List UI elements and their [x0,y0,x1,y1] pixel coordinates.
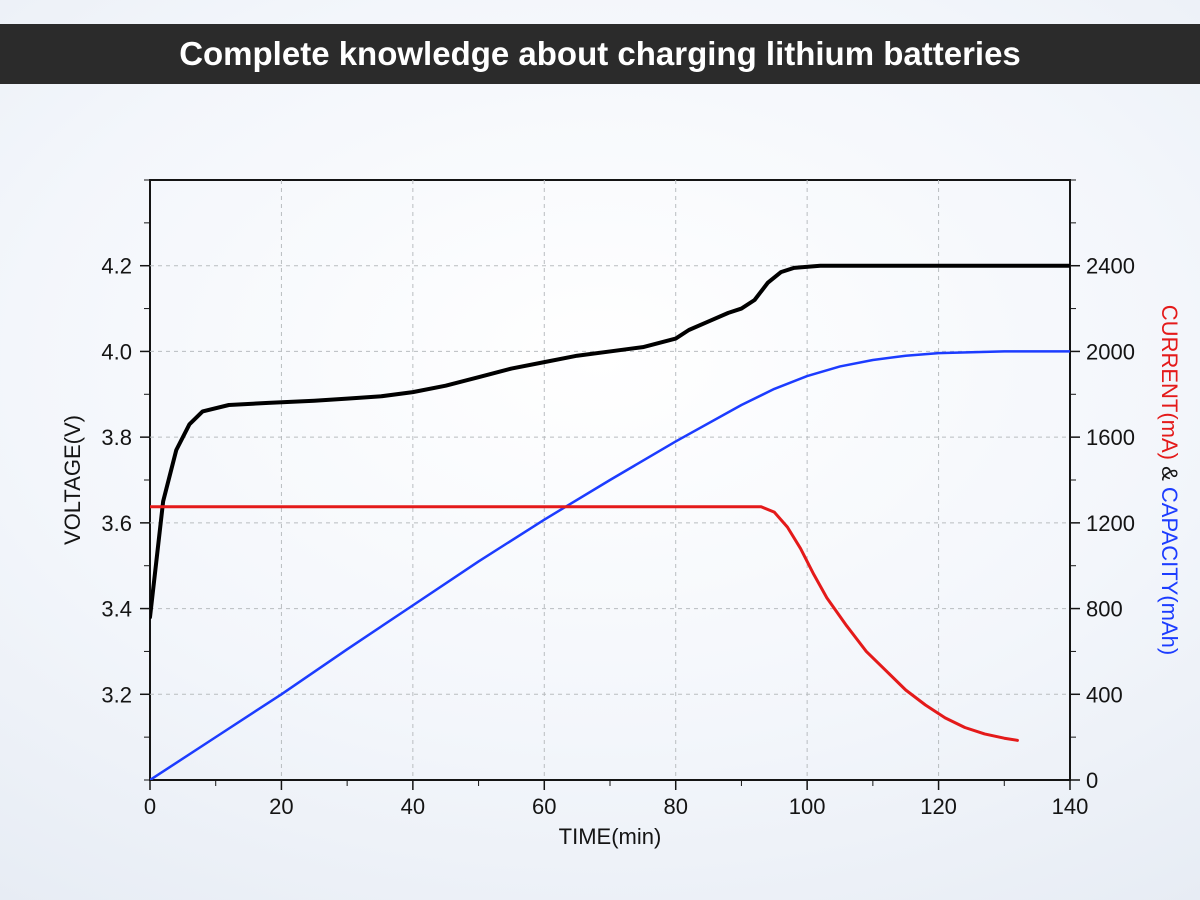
svg-text:4.2: 4.2 [101,254,132,279]
svg-text:60: 60 [532,794,556,819]
svg-text:3.6: 3.6 [101,511,132,536]
svg-text:3.4: 3.4 [101,597,132,622]
svg-text:120: 120 [920,794,957,819]
svg-text:TIME(min): TIME(min) [559,824,662,849]
svg-text:140: 140 [1052,794,1089,819]
svg-text:20: 20 [269,794,293,819]
svg-text:0: 0 [1086,768,1098,793]
svg-text:3.8: 3.8 [101,425,132,450]
svg-text:1200: 1200 [1086,511,1135,536]
svg-text:4.0: 4.0 [101,339,132,364]
svg-text:2000: 2000 [1086,339,1135,364]
chart: 0 20 40 60 80 100 120 140 3.2 3.4 3.6 3.8 4.0 4.2 0 400… [0,0,1200,900]
svg-text:100: 100 [789,794,826,819]
svg-text:3.2: 3.2 [101,682,132,707]
svg-text:40: 40 [401,794,425,819]
svg-text:80: 80 [663,794,687,819]
svg-text:400: 400 [1086,682,1123,707]
svg-text:1600: 1600 [1086,425,1135,450]
svg-text:VOLTAGE(V): VOLTAGE(V) [60,415,85,545]
svg-text:800: 800 [1086,597,1123,622]
svg-text:CURRENT(mA) & CAPACITY(mAh): CURRENT(mA) & CAPACITY(mAh) [1157,305,1182,655]
svg-text:0: 0 [144,794,156,819]
svg-text:2400: 2400 [1086,254,1135,279]
